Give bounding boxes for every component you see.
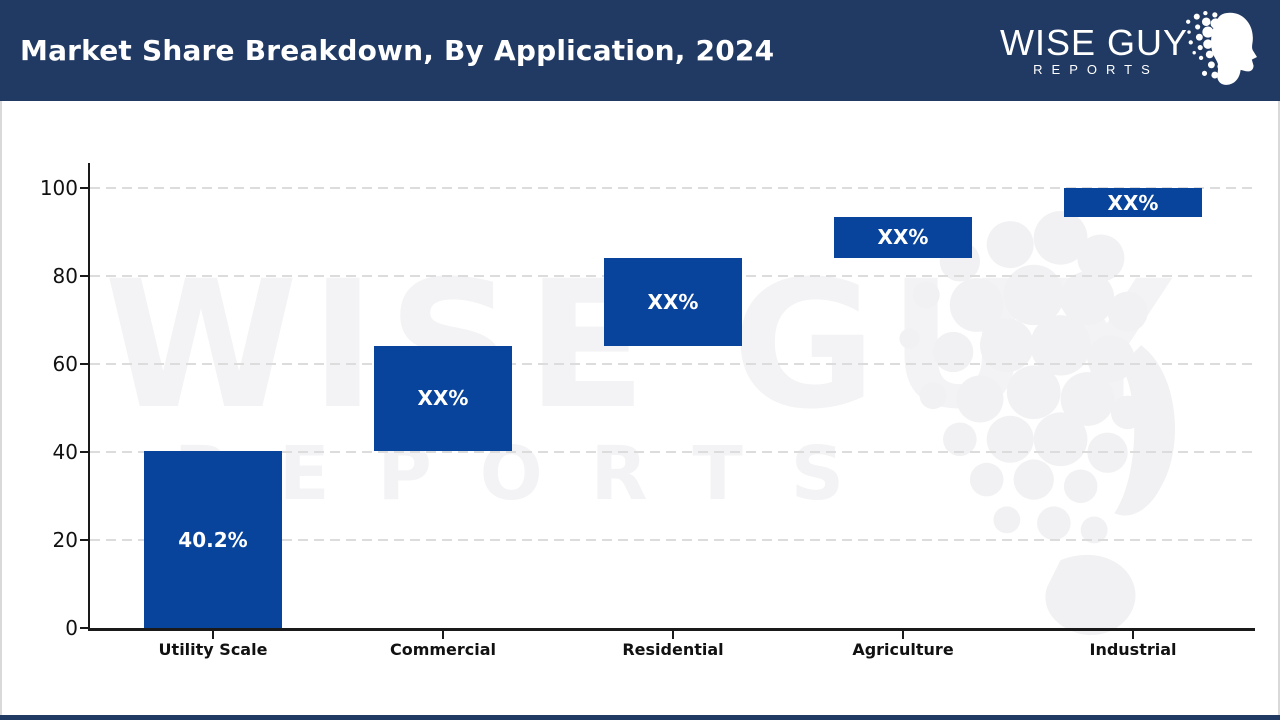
logo-wordmark: WISE GUY — [999, 21, 1188, 63]
bar-value-label: XX% — [1107, 190, 1159, 215]
y-axis-line — [88, 163, 90, 630]
gridline-60 — [90, 363, 1255, 365]
y-tick-label: 80 — [52, 264, 78, 288]
y-tick — [80, 275, 89, 277]
x-tick-label: Industrial — [1089, 640, 1177, 659]
logo-subtitle: REPORTS — [1033, 61, 1159, 77]
x-tick-label: Residential — [622, 640, 724, 659]
x-axis-line — [88, 628, 1255, 631]
gridline-40 — [90, 451, 1255, 453]
y-tick — [80, 187, 89, 189]
y-tick — [80, 627, 89, 629]
wise-guy-logo: WISE GUY REPORTS — [1000, 8, 1266, 94]
gridline-100 — [90, 187, 1255, 189]
x-tick — [902, 631, 904, 639]
x-tick — [442, 631, 444, 639]
watermark-head-icon — [899, 211, 1175, 636]
y-tick-label: 20 — [52, 528, 78, 552]
bar-residential: XX% — [604, 257, 742, 346]
y-tick — [80, 539, 89, 541]
y-tick-label: 100 — [39, 176, 78, 200]
bar-industrial: XX% — [1064, 188, 1202, 218]
bar-value-label: XX% — [877, 225, 929, 250]
x-tick-label: Utility Scale — [158, 640, 268, 659]
bar-commercial: XX% — [374, 345, 512, 452]
y-tick — [80, 363, 89, 365]
bar-value-label: 40.2% — [178, 527, 248, 552]
x-tick-label: Agriculture — [852, 640, 954, 659]
header: Market Share Breakdown, By Application, … — [0, 0, 1280, 101]
logo-head-icon — [1186, 10, 1257, 85]
x-tick — [1132, 631, 1134, 639]
page-title: Market Share Breakdown, By Application, … — [20, 34, 775, 67]
x-tick-label: Commercial — [389, 640, 497, 659]
bar-utility-scale: 40.2% — [144, 451, 282, 628]
x-tick — [672, 631, 674, 639]
logo-text: WISE GUY REPORTS — [999, 21, 1188, 78]
waterfall-chart: 0 20 40 60 80 100 Utility Scale Commercial Resid… — [2, 101, 1278, 715]
footer-bar — [0, 715, 1280, 720]
y-tick — [80, 451, 89, 453]
bar-agriculture: XX% — [834, 217, 972, 258]
bar-value-label: XX% — [647, 289, 699, 314]
x-tick — [212, 631, 214, 639]
bar-value-label: XX% — [417, 386, 469, 411]
gridline-20 — [90, 539, 1255, 541]
y-tick-label: 60 — [52, 352, 78, 376]
y-tick-label: 40 — [52, 440, 78, 464]
y-tick-label: 0 — [65, 616, 78, 640]
